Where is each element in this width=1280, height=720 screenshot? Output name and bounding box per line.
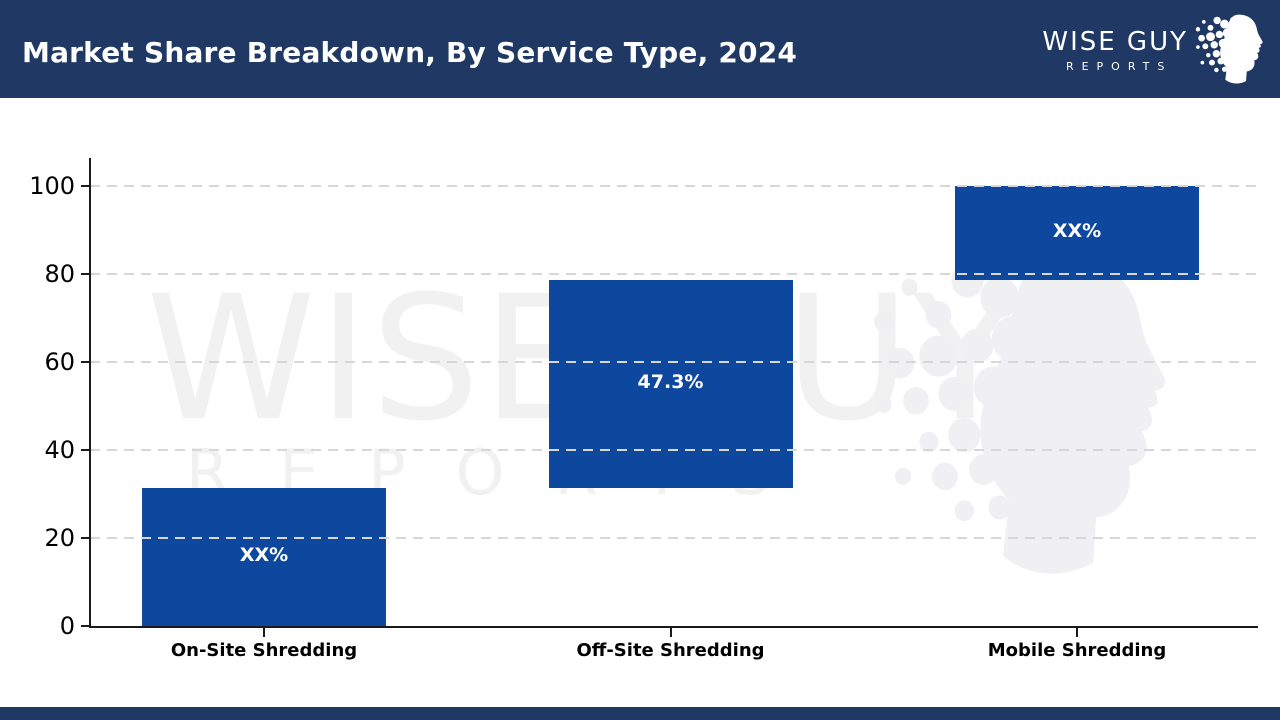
x-tick-label: Off-Site Shredding [576,640,765,661]
x-tick-label: On-Site Shredding [170,640,358,661]
y-tick-mark [81,537,90,539]
brand-name: WISE GUY [1042,27,1188,57]
brand-logo-text: WISE GUY REPORTS [1042,27,1188,73]
y-tick-label: 60 [44,348,75,376]
y-axis-line [89,158,91,628]
x-tick-mark [1076,628,1078,637]
gridline [90,273,1258,275]
bar: XX% [142,487,386,626]
gridline [90,537,1258,539]
brand-face-icon [1195,14,1263,84]
bar-value-label: XX% [1052,219,1102,242]
gridline [90,449,1258,451]
y-tick-label: 20 [44,524,75,552]
bar-value-label: XX% [239,543,289,566]
x-tick-mark [263,628,265,637]
y-tick-label: 0 [59,612,75,640]
header-bar: Market Share Breakdown, By Service Type,… [0,0,1280,98]
x-tick-label: Mobile Shredding [987,640,1167,661]
brand-logo: WISE GUY REPORTS [1042,8,1266,92]
x-axis-line [89,626,1258,628]
y-tick-mark [81,625,90,627]
y-tick-label: 100 [29,172,75,200]
bar: 47.3% [548,279,793,488]
footer-bar [0,707,1280,720]
gridline [90,185,1258,187]
y-tick-label: 40 [44,436,75,464]
y-tick-label: 80 [44,260,75,288]
y-tick-mark [81,185,90,187]
bar-value-label: 47.3% [637,370,704,393]
gridline [90,361,1258,363]
y-tick-mark [81,273,90,275]
chart-area: WISE GUY REPORTS 0 20 40 60 80 100 XX% On-Site … [0,98,1280,707]
chart-title: Market Share Breakdown, By Service Type,… [22,36,798,69]
bar: XX% [955,186,1199,280]
x-tick-mark [669,628,672,637]
y-tick-mark [81,449,90,451]
brand-subname: REPORTS [1065,60,1173,73]
y-tick-mark [81,361,90,363]
